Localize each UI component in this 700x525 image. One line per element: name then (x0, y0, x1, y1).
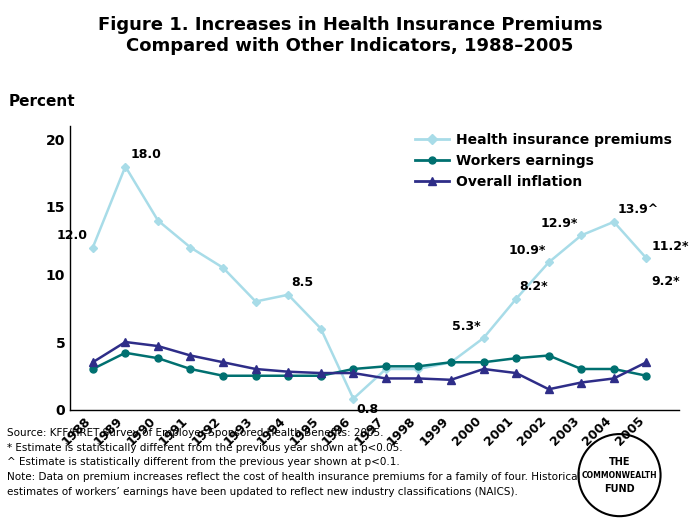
Text: FUND: FUND (604, 484, 635, 494)
Text: 8.2*: 8.2* (519, 280, 548, 293)
Text: 12.0: 12.0 (57, 229, 88, 242)
Text: estimates of workers’ earnings have been updated to reflect new industry classif: estimates of workers’ earnings have been… (7, 487, 518, 497)
Text: 8.5: 8.5 (291, 276, 314, 289)
Text: 13.9^: 13.9^ (617, 204, 659, 216)
Text: Percent: Percent (9, 94, 76, 109)
Text: Source: KFF/HRET Survey of Employer-Sponsored Health Benefits: 2005.: Source: KFF/HRET Survey of Employer-Spon… (7, 428, 384, 438)
Text: 12.9*: 12.9* (540, 217, 578, 230)
Text: * Estimate is statistically different from the previous year shown at p<0.05.: * Estimate is statistically different fr… (7, 443, 402, 453)
Text: Note: Data on premium increases reflect the cost of health insurance premiums fo: Note: Data on premium increases reflect … (7, 472, 580, 482)
Text: 18.0: 18.0 (130, 148, 161, 161)
Text: ^ Estimate is statistically different from the previous year shown at p<0.1.: ^ Estimate is statistically different fr… (7, 457, 400, 467)
Text: 0.8: 0.8 (356, 403, 379, 416)
Legend: Health insurance premiums, Workers earnings, Overall inflation: Health insurance premiums, Workers earni… (414, 133, 672, 189)
Text: 5.3*: 5.3* (452, 320, 480, 332)
Text: COMMONWEALTH: COMMONWEALTH (582, 470, 657, 480)
Text: Figure 1. Increases in Health Insurance Premiums
Compared with Other Indicators,: Figure 1. Increases in Health Insurance … (98, 16, 602, 55)
Text: 10.9*: 10.9* (508, 244, 545, 257)
Text: 11.2*: 11.2* (651, 240, 689, 253)
Text: THE: THE (609, 457, 630, 467)
Text: 9.2*: 9.2* (651, 275, 680, 288)
